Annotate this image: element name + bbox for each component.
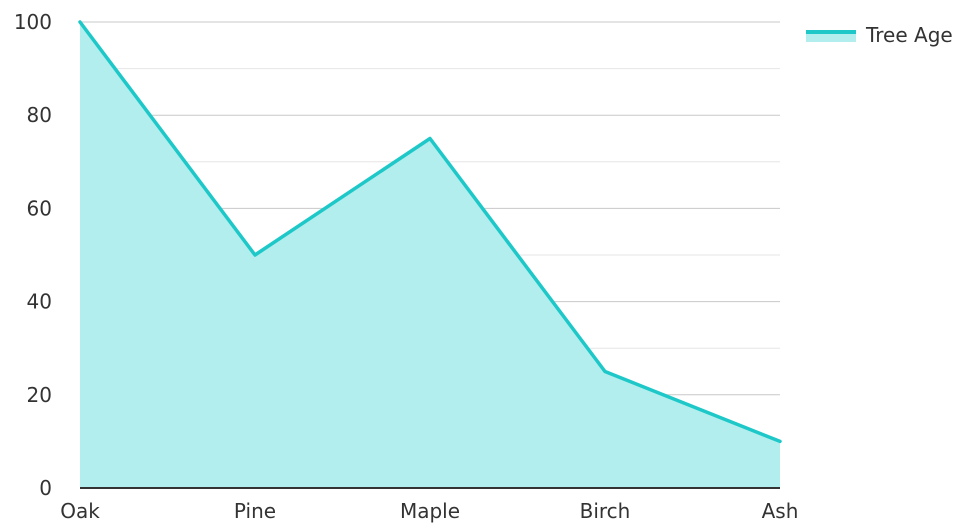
legend-label-tree-age: Tree Age bbox=[865, 23, 953, 47]
x-tick-label-oak: Oak bbox=[60, 499, 100, 523]
x-tick-label-maple: Maple bbox=[400, 499, 460, 523]
x-axis-tick-labels: Oak Pine Maple Birch Ash bbox=[60, 499, 798, 523]
y-tick-label: 60 bbox=[27, 196, 52, 220]
series-line-layer bbox=[78, 20, 782, 444]
x-tick-label-birch: Birch bbox=[580, 499, 631, 523]
y-tick-label: 40 bbox=[27, 290, 52, 314]
y-tick-label: 100 bbox=[14, 10, 52, 34]
y-axis-tick-labels: 0 20 40 60 80 100 bbox=[14, 10, 52, 500]
y-tick-label: 20 bbox=[27, 383, 52, 407]
legend[interactable]: Tree Age bbox=[806, 23, 953, 47]
y-tick-label: 0 bbox=[39, 476, 52, 500]
x-tick-label-ash: Ash bbox=[762, 499, 799, 523]
x-tick-label-pine: Pine bbox=[234, 499, 276, 523]
y-tick-label: 80 bbox=[27, 103, 52, 127]
